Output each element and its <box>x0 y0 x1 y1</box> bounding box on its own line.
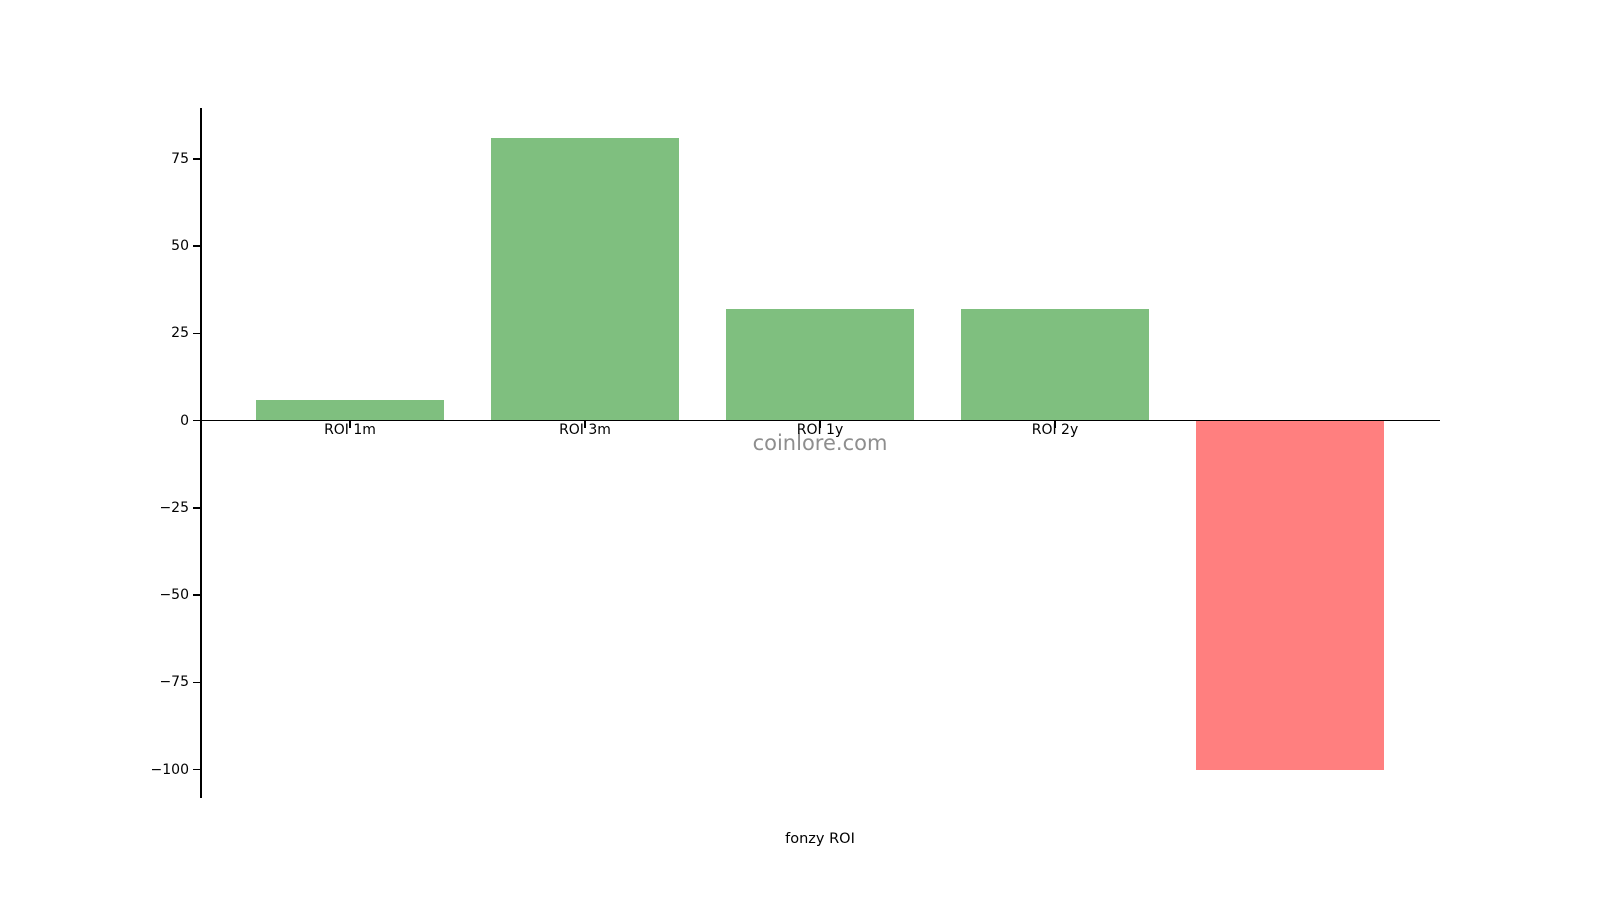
bar <box>961 308 1149 421</box>
x-tick-label: ROI 1y <box>796 421 844 438</box>
y-tick-label: 75 <box>171 150 189 167</box>
y-tick-mark <box>193 419 200 422</box>
y-tick-label: 0 <box>180 412 189 429</box>
x-tick-mark <box>1054 420 1056 428</box>
x-tick-mark <box>819 420 821 428</box>
y-tick-mark <box>193 158 200 160</box>
y-tick-mark <box>193 768 200 771</box>
bar <box>726 308 914 421</box>
y-axis-line <box>200 108 202 798</box>
y-tick-mark <box>193 332 200 334</box>
y-tick-label: −75 <box>159 674 189 691</box>
bar <box>256 399 444 421</box>
watermark-text: coinlore.com <box>752 431 888 455</box>
y-tick-label: 25 <box>171 325 189 342</box>
bar <box>1196 420 1384 770</box>
y-tick-label: −25 <box>159 499 189 516</box>
bar <box>491 137 679 421</box>
y-tick-label: −50 <box>159 587 189 603</box>
x-tick-label: ROI 1m <box>324 421 376 438</box>
x-tick-mark <box>584 420 586 428</box>
x-tick-label: ROI 2y <box>1031 421 1079 438</box>
y-tick-mark <box>193 681 200 683</box>
y-tick-mark <box>193 507 200 509</box>
y-tick-mark <box>193 245 200 247</box>
y-tick-label: −100 <box>150 761 189 778</box>
y-tick-label: 50 <box>171 238 189 254</box>
x-tick-label: ROI 3m <box>559 421 611 438</box>
y-tick-mark <box>193 594 200 596</box>
x-tick-mark <box>349 420 351 428</box>
x-axis-line <box>200 419 1440 422</box>
x-axis-title: fonzy ROI <box>785 831 855 847</box>
